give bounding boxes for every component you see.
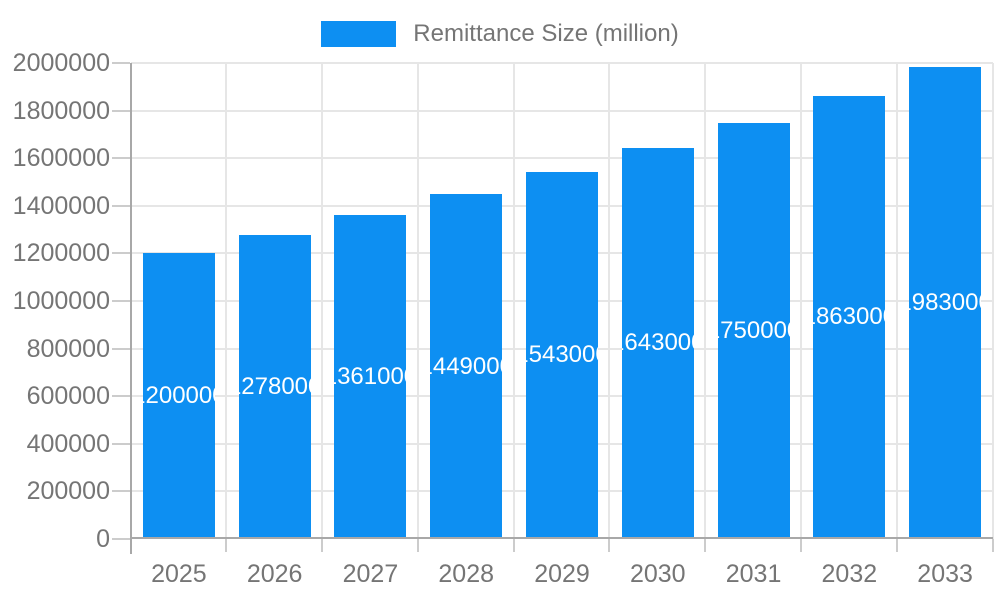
gridline-vertical	[608, 63, 611, 539]
x-axis-tick-label: 2028	[438, 560, 495, 588]
bar-value-label: 1278000	[239, 372, 311, 400]
legend[interactable]: Remittance Size (million)	[0, 20, 1000, 48]
x-axis-tick-label: 2025	[151, 560, 207, 588]
bar-value-label: 1643000	[622, 329, 694, 357]
bar-2027[interactable]: 1361000	[334, 215, 407, 539]
y-axis-tick-label: 200000	[26, 477, 110, 506]
y-axis-tick	[112, 347, 130, 350]
x-axis-tick	[704, 539, 707, 552]
y-axis-tick-label: 0	[96, 525, 110, 553]
gridline-vertical	[321, 63, 324, 539]
gridline-vertical	[512, 63, 515, 539]
gridline-vertical	[416, 63, 419, 539]
y-axis-tick	[112, 395, 130, 398]
bar-value-label: 1863000	[813, 303, 885, 331]
y-axis-tick-label: 1000000	[12, 287, 110, 315]
bar-2031[interactable]: 1750000	[717, 122, 790, 539]
x-axis-tick	[895, 539, 898, 552]
x-axis-tick	[991, 539, 994, 552]
y-axis-tick	[112, 157, 130, 160]
x-axis-tick	[416, 539, 419, 552]
y-axis-tick-label: 800000	[26, 334, 110, 363]
y-axis-line	[129, 63, 132, 554]
y-axis-tick	[112, 62, 130, 64]
x-axis-tick-label: 2027	[342, 560, 399, 588]
bar-2028[interactable]: 1449000	[430, 194, 503, 539]
legend-label: Remittance Size (million)	[413, 20, 679, 47]
gridline-horizontal	[131, 109, 993, 112]
bar-value-label: 1750000	[718, 316, 790, 344]
gridline-horizontal	[131, 157, 993, 160]
y-axis-tick	[112, 538, 130, 540]
y-axis-tick-label: 1200000	[12, 239, 110, 268]
x-axis-tick	[321, 539, 324, 552]
x-axis-tick	[608, 539, 611, 552]
y-axis-tick	[112, 109, 130, 112]
bar-2033[interactable]: 1983000	[909, 67, 982, 539]
y-axis-tick-label: 1800000	[12, 96, 110, 125]
y-axis-tick	[112, 300, 130, 302]
bar-2025[interactable]: 1200000	[142, 253, 215, 539]
y-axis-tick-label: 1400000	[12, 191, 110, 220]
gridline-vertical	[895, 63, 898, 539]
gridline-vertical	[225, 63, 228, 539]
x-axis-tick-label: 2030	[629, 560, 686, 588]
bar-value-label: 1983000	[909, 289, 981, 316]
x-axis-tick	[225, 539, 228, 552]
x-axis-tick	[799, 539, 802, 552]
bar-2026[interactable]: 1278000	[238, 234, 311, 539]
gridline-vertical	[799, 63, 802, 539]
x-axis-tick-label: 2033	[917, 560, 973, 588]
y-axis-tick-label: 600000	[26, 382, 110, 411]
gridline-vertical	[704, 63, 707, 539]
legend-swatch	[321, 21, 397, 47]
y-axis-tick	[112, 252, 130, 255]
y-axis-tick	[112, 204, 130, 207]
y-axis-tick	[112, 490, 130, 493]
x-axis-tick-label: 2029	[534, 560, 590, 588]
bar-2029[interactable]: 1543000	[526, 171, 598, 539]
bar-2030[interactable]: 1643000	[621, 147, 694, 539]
x-axis-line	[129, 537, 993, 539]
bar-value-label: 1200000	[143, 382, 215, 410]
bar-2032[interactable]: 1863000	[813, 95, 886, 539]
y-axis-tick-label: 2000000	[12, 49, 110, 77]
x-axis-tick-label: 2031	[725, 560, 782, 588]
y-axis-tick	[112, 442, 130, 445]
bar-value-label: 1543000	[526, 341, 598, 369]
bar-value-label: 1449000	[430, 352, 502, 380]
y-axis-tick-label: 1600000	[12, 144, 110, 173]
gridline-horizontal	[131, 62, 993, 64]
bar-value-label: 1361000	[334, 363, 406, 391]
x-axis-tick-label: 2032	[821, 560, 878, 588]
x-axis-tick	[512, 539, 515, 552]
y-axis-tick-label: 400000	[26, 429, 110, 458]
gridline-vertical	[991, 63, 994, 539]
x-axis-tick-label: 2026	[246, 560, 303, 588]
